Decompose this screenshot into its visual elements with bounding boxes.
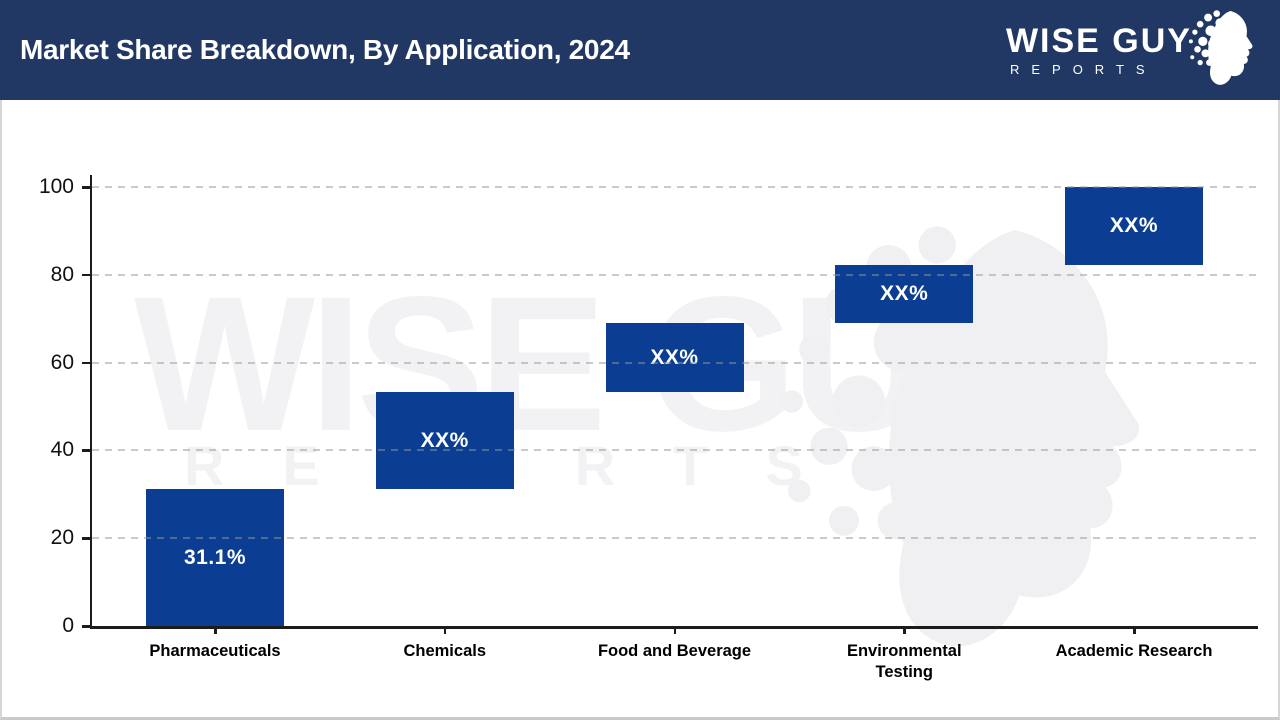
y-axis-tick-label: 40 xyxy=(50,438,74,462)
header-bar: Market Share Breakdown, By Application, … xyxy=(0,0,1280,100)
x-axis-tick-academic-research xyxy=(1133,626,1136,634)
y-axis-tick-60 xyxy=(82,361,90,365)
y-axis-tick-100 xyxy=(82,186,90,189)
x-axis-label-pharmaceuticals: Pharmaceuticals xyxy=(149,642,281,660)
x-axis-label-food-and-beverage: Food and Beverage xyxy=(597,642,752,660)
x-axis-tick-environmental-testing xyxy=(903,626,906,634)
x-axis-tick-chemicals xyxy=(443,626,447,634)
bar-value-label-academic-research: XX% xyxy=(1109,214,1159,238)
bar-food-and-beverage: XX% xyxy=(605,323,744,393)
bar-chemicals: XX% xyxy=(375,392,514,490)
face-logo-icon xyxy=(1188,10,1253,85)
chart-area: WISE GUY REPORTS 0 20 40 60 80 100 31.1% Pharma… xyxy=(0,100,1280,720)
bar-value-label-environmental-testing: XX% xyxy=(880,282,929,306)
y-axis-tick-label: 100 xyxy=(38,175,74,199)
gridline-60 xyxy=(92,361,1258,364)
y-axis-tick-0 xyxy=(82,625,90,628)
bar-value-label-pharmaceuticals: 31.1% xyxy=(183,545,247,569)
y-axis-tick-label: 80 xyxy=(50,262,74,286)
logo-text: WISE GUY REPORTS xyxy=(1006,24,1192,77)
x-axis-tick-food-and-beverage xyxy=(673,626,676,634)
gridline-20 xyxy=(92,537,1258,540)
y-axis-tick-label: 60 xyxy=(50,350,74,374)
wise-guy-logo: WISE GUY REPORTS xyxy=(1006,7,1264,93)
gridline-80 xyxy=(92,273,1258,276)
x-axis-label-academic-research: Academic Research xyxy=(1055,642,1213,660)
logo-subtitle: REPORTS xyxy=(1009,61,1157,77)
y-axis-tick-label: 0 xyxy=(62,614,74,637)
logo-name: WISE GUY xyxy=(1005,21,1192,60)
bar-value-label-chemicals: XX% xyxy=(420,428,469,452)
page-title: Market Share Breakdown, By Application, … xyxy=(20,34,630,65)
x-axis-tick-pharmaceuticals xyxy=(214,626,217,634)
y-axis-tick-40 xyxy=(82,449,90,452)
y-axis-tick-80 xyxy=(82,273,90,277)
x-axis-label-environmental-testing: Environmental Testing xyxy=(846,642,962,681)
bar-value-label-food-and-beverage: XX% xyxy=(650,345,699,369)
gridline-40 xyxy=(92,449,1258,452)
bar-academic-research: XX% xyxy=(1065,187,1203,266)
plot-area: 0 20 40 60 80 100 31.1% Pharmaceuticals XX% Chemi… xyxy=(39,175,1258,681)
bar-pharmaceuticals: 31.1% xyxy=(146,489,284,626)
x-axis-label-chemicals: Chemicals xyxy=(403,642,487,660)
y-axis-tick-label: 20 xyxy=(50,526,74,550)
y-axis-tick-20 xyxy=(82,537,90,540)
gridline-100 xyxy=(92,186,1258,188)
